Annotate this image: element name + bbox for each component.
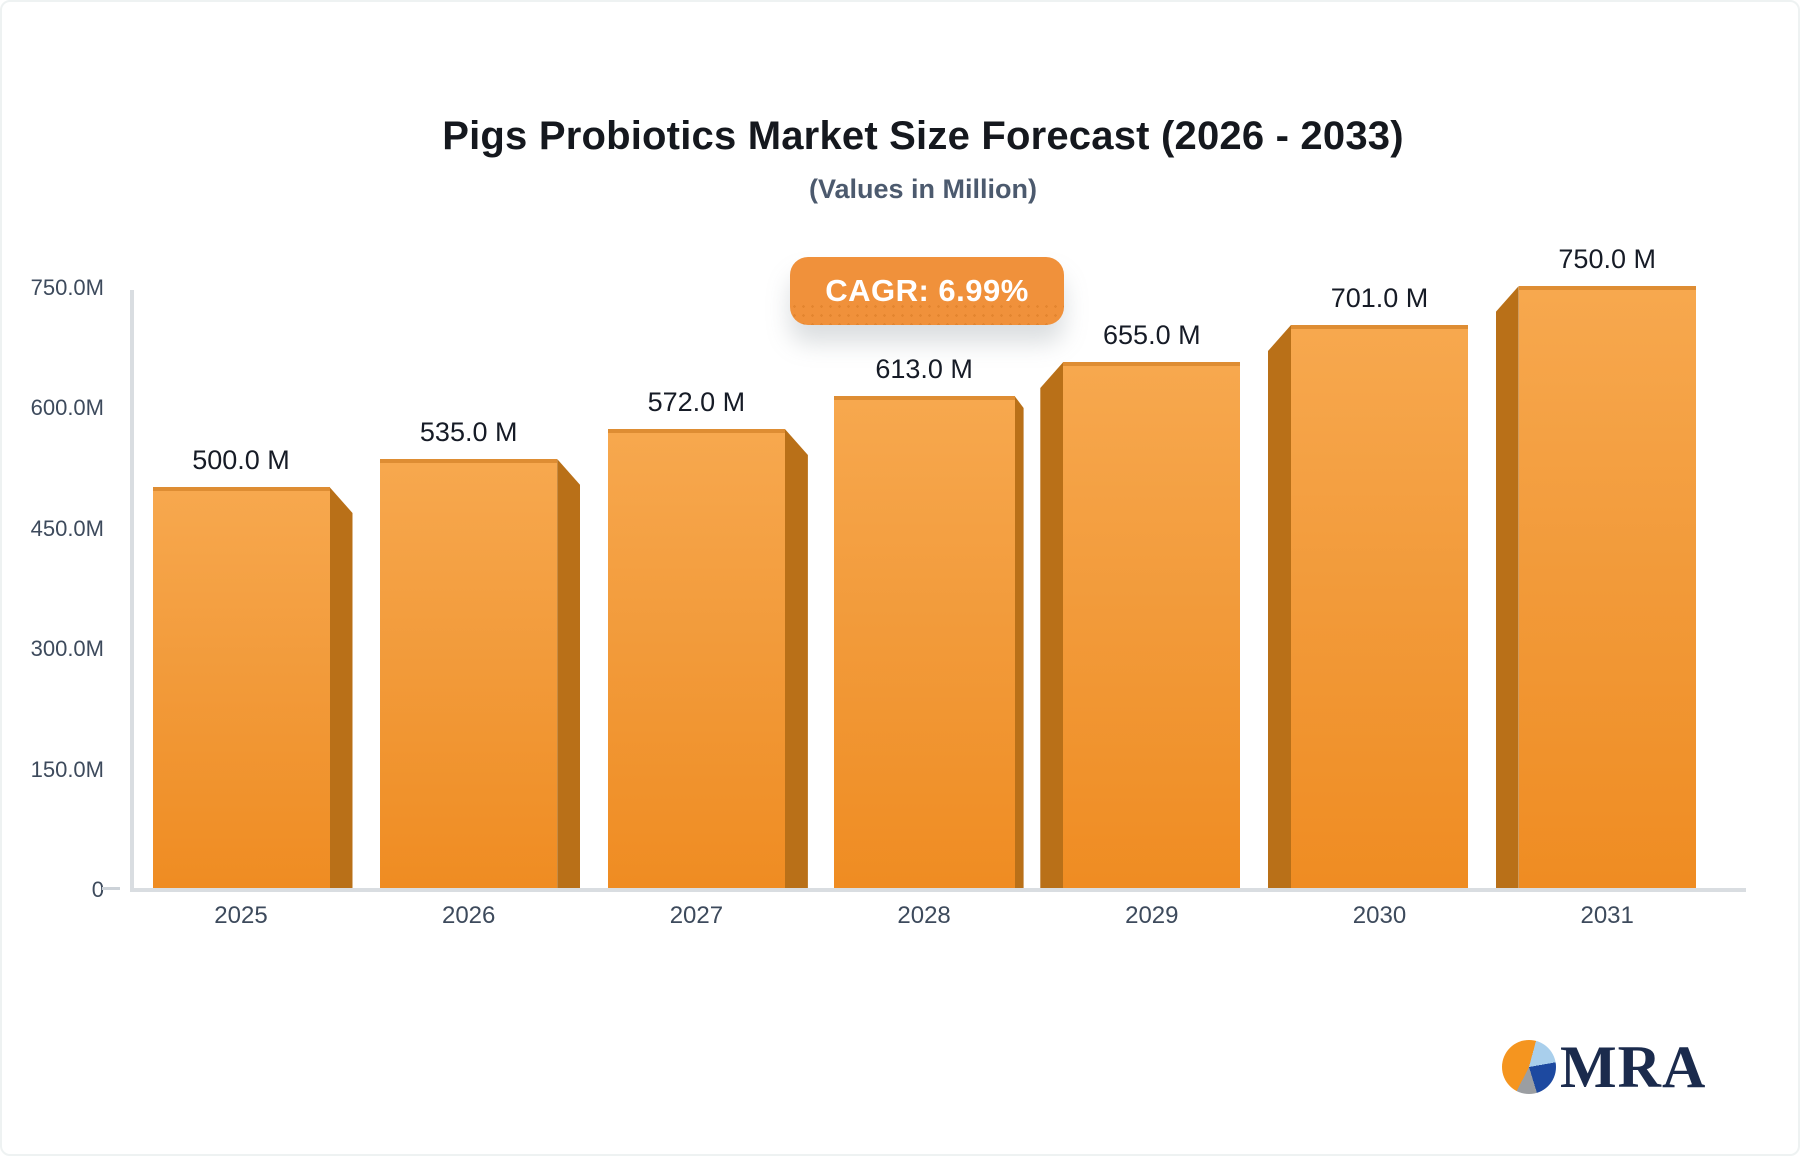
brand-logo: MRA [1502, 1034, 1707, 1100]
bar-side-shade [329, 487, 353, 888]
bar-value-label: 655.0 M [1103, 320, 1201, 350]
bar-face [380, 459, 558, 888]
x-axis-line [130, 888, 1746, 892]
y-axis-tick [102, 887, 120, 890]
bar-side-shade [1040, 362, 1064, 888]
x-axis-label: 2030 [1352, 902, 1407, 929]
bar-2027 [607, 429, 808, 888]
x-axis-label: 2028 [897, 902, 951, 929]
bar-value-label: 701.0 M [1330, 283, 1429, 313]
chart-title: Pigs Probiotics Market Size Forecast (20… [442, 114, 1404, 158]
bar-value-label: 572.0 M [647, 387, 746, 417]
bar-side-shade [784, 429, 808, 888]
bar-value-label: 535.0 M [419, 417, 518, 447]
y-axis-label: 300.0M [30, 636, 104, 662]
x-axis-label: 2027 [669, 902, 724, 929]
bar-value-label: 750.0 M [1558, 244, 1656, 274]
bar-side-shade [557, 459, 581, 888]
bar-2028 [833, 396, 1024, 888]
bar-2029 [1040, 362, 1241, 888]
bar-side-shade [1014, 396, 1024, 888]
y-axis-label: 150.0M [30, 756, 104, 782]
x-axis-label: 2026 [441, 902, 496, 929]
x-axis-label: 2031 [1580, 902, 1634, 929]
cagr-badge-label: CAGR: 6.99% [825, 273, 1029, 308]
bar-2025 [152, 487, 353, 888]
bar-2031 [1495, 286, 1696, 888]
y-axis-label: 0 [91, 877, 104, 902]
bar-2030 [1268, 325, 1468, 888]
bar-face [1518, 286, 1696, 888]
bar-face [833, 396, 1015, 888]
y-axis-label: 450.0M [30, 515, 104, 541]
bar-2026 [380, 459, 581, 888]
bar-side-shade [1268, 325, 1291, 888]
brand-name: MRA [1560, 1034, 1707, 1100]
y-axis-line [130, 290, 134, 890]
bar-value-label: 500.0 M [192, 445, 290, 475]
cagr-badge: CAGR: 6.99% [790, 257, 1064, 325]
y-axis-label: 750.0M [30, 275, 104, 300]
bar-value-label: 613.0 M [875, 354, 973, 384]
chart-subtitle: (Values in Million) [808, 174, 1038, 204]
bar-face [1063, 362, 1241, 888]
x-axis-label: 2025 [214, 902, 268, 929]
x-axis-label: 2029 [1125, 902, 1179, 929]
bar-face [152, 487, 330, 888]
bar-face [607, 429, 785, 888]
y-axis-label: 600.0M [30, 395, 104, 421]
pie-chart-icon [1502, 1040, 1556, 1094]
bar-side-shade [1495, 286, 1519, 888]
bar-face [1291, 325, 1468, 888]
